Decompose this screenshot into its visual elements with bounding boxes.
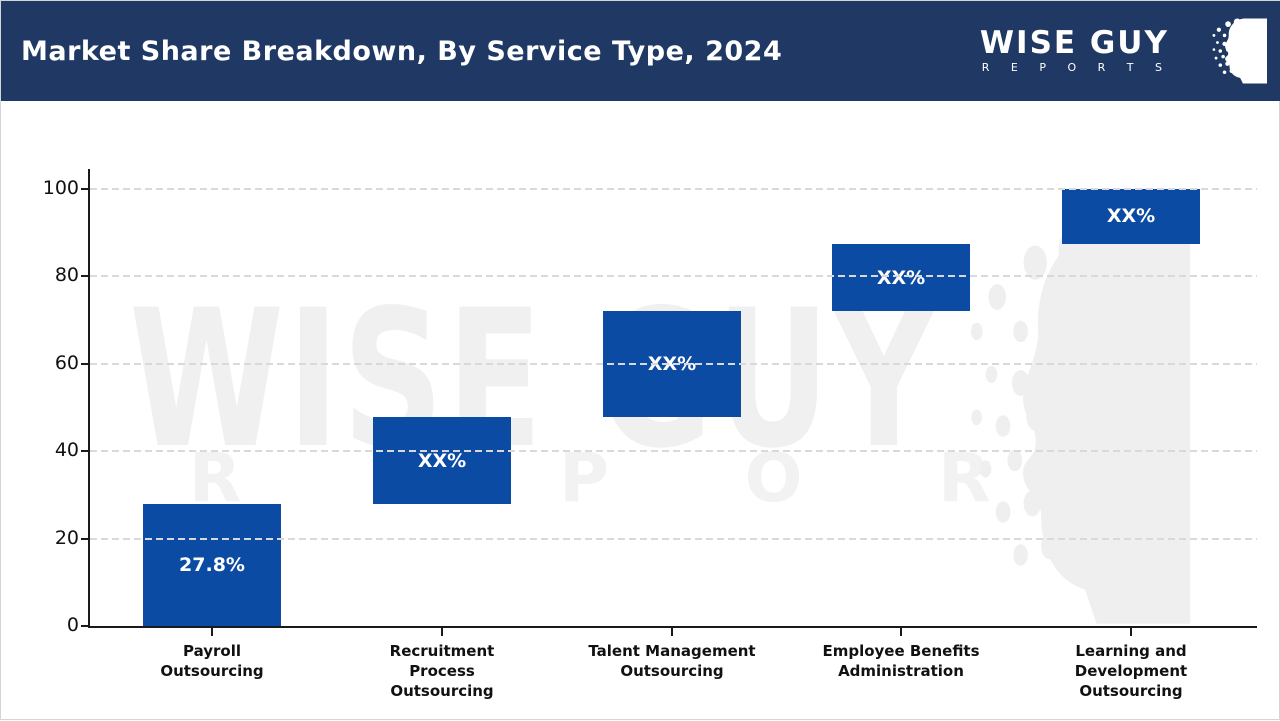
brand-subname: R E P O R T S <box>981 61 1171 74</box>
brand-logo: WISE GUY R E P O R T S <box>978 7 1267 95</box>
y-axis-line <box>88 169 90 628</box>
y-axis-tick-label: 40 <box>54 439 79 461</box>
category-label-line: Employee Benefits <box>822 642 980 660</box>
brand-face-icon <box>1212 18 1267 84</box>
category-label-line: Process <box>409 662 475 680</box>
brand-name: WISE GUY <box>979 25 1169 61</box>
bar-segment: XX% <box>373 416 511 505</box>
category-label: Recruitment Process Outsourcing <box>327 641 557 701</box>
x-axis-line <box>88 626 1257 628</box>
y-axis-tick <box>81 625 88 627</box>
bar-segment: 27.8% <box>143 504 281 626</box>
category-label-line: Outsourcing <box>390 682 494 700</box>
bar-value-label: 27.8% <box>179 554 245 577</box>
x-axis-tick <box>441 628 443 636</box>
y-axis-tick <box>81 187 88 190</box>
category-label-line: Learning and <box>1075 642 1187 660</box>
gridline <box>90 362 1257 365</box>
x-axis-tick <box>211 628 213 636</box>
category-label: Employee Benefits Administration <box>786 641 1016 681</box>
gridline <box>90 450 1257 452</box>
bar-segment: XX% <box>832 244 970 311</box>
gridline <box>90 275 1257 277</box>
category-label: Talent Management Outsourcing <box>557 641 787 681</box>
y-axis-tick <box>81 450 88 452</box>
x-axis-tick <box>1130 628 1132 636</box>
category-label: Learning and Development Outsourcing <box>1016 641 1246 701</box>
bar-value-label: XX% <box>876 266 926 289</box>
category-label-line: Outsourcing <box>1079 682 1183 700</box>
page-header: Market Share Breakdown, By Service Type,… <box>1 1 1280 101</box>
category-label-line: Outsourcing <box>620 662 724 680</box>
y-axis-tick <box>81 275 88 277</box>
category-label: Payroll Outsourcing <box>97 641 327 681</box>
bar-segment: XX% <box>1062 188 1200 245</box>
category-label-line: Outsourcing <box>160 662 264 680</box>
y-axis-tick-label: 80 <box>54 264 79 286</box>
y-axis-tick-label: 0 <box>66 614 79 636</box>
waterfall-chart: 27.8% XX% XX% XX% XX% 0 20 40 60 80 100 Payroll Outs… <box>1 101 1280 721</box>
page-title: Market Share Breakdown, By Service Type,… <box>21 35 783 67</box>
y-axis-tick-label: 60 <box>54 351 79 374</box>
x-axis-tick <box>900 628 902 636</box>
bar-value-label: XX% <box>417 449 467 472</box>
x-axis-tick <box>671 628 673 636</box>
category-label-line: Administration <box>838 662 964 680</box>
category-label-line: Recruitment <box>389 642 495 660</box>
y-axis-tick-label: 100 <box>42 176 79 199</box>
category-label-line: Talent Management <box>588 642 756 660</box>
gridline <box>90 187 1257 190</box>
y-axis-tick <box>81 362 88 365</box>
bar-value-label: XX% <box>1106 205 1156 228</box>
brand-logo-text: WISE GUY R E P O R T S <box>978 25 1171 75</box>
y-axis-tick-label: 20 <box>54 526 79 549</box>
category-label-line: Development <box>1074 662 1188 680</box>
category-label-line: Payroll <box>182 642 241 660</box>
gridline <box>90 537 1257 540</box>
y-axis-tick <box>81 537 88 540</box>
